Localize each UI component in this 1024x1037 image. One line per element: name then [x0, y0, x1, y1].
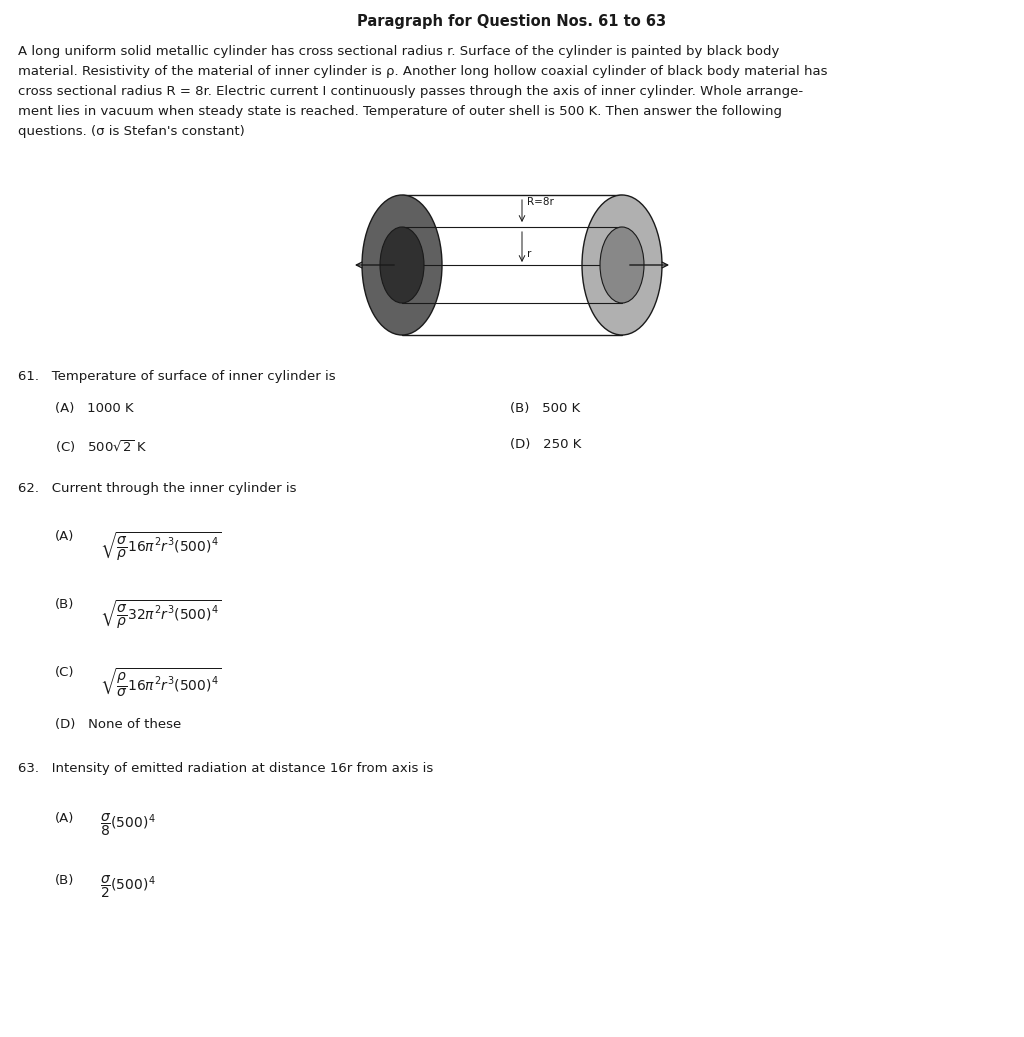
Text: (C): (C)	[55, 666, 75, 679]
Text: material. Resistivity of the material of inner cylinder is ρ. Another long hollo: material. Resistivity of the material of…	[18, 65, 827, 78]
Text: $\sqrt{\dfrac{\rho}{\sigma}16\pi^2r^3(500)^4}$: $\sqrt{\dfrac{\rho}{\sigma}16\pi^2r^3(50…	[100, 666, 221, 699]
Bar	[402, 195, 622, 335]
Text: (D)   None of these: (D) None of these	[55, 718, 181, 731]
Text: (B): (B)	[55, 874, 75, 887]
Text: questions. (σ is Stefan's constant): questions. (σ is Stefan's constant)	[18, 125, 245, 138]
Text: cross sectional radius R = 8r. Electric current I continuously passes through th: cross sectional radius R = 8r. Electric …	[18, 85, 803, 99]
Ellipse shape	[362, 195, 442, 335]
Text: 61.   Temperature of surface of inner cylinder is: 61. Temperature of surface of inner cyli…	[18, 370, 336, 383]
Ellipse shape	[600, 227, 644, 303]
Text: ment lies in vacuum when steady state is reached. Temperature of outer shell is : ment lies in vacuum when steady state is…	[18, 105, 782, 118]
Text: Paragraph for Question Nos. 61 to 63: Paragraph for Question Nos. 61 to 63	[357, 15, 667, 29]
Ellipse shape	[582, 195, 662, 335]
Text: (B): (B)	[55, 598, 75, 611]
Text: (C)   500$\sqrt{2}$ K: (C) 500$\sqrt{2}$ K	[55, 438, 147, 455]
Text: r: r	[527, 249, 531, 258]
Text: $\sqrt{\dfrac{\sigma}{\rho}16\pi^2r^3(500)^4}$: $\sqrt{\dfrac{\sigma}{\rho}16\pi^2r^3(50…	[100, 530, 221, 563]
Text: (B)   500 K: (B) 500 K	[510, 402, 581, 415]
Text: 63.   Intensity of emitted radiation at distance 16r from axis is: 63. Intensity of emitted radiation at di…	[18, 762, 433, 775]
Text: (A): (A)	[55, 530, 75, 543]
Text: (A): (A)	[55, 812, 75, 825]
Ellipse shape	[380, 227, 424, 303]
Text: (D)   250 K: (D) 250 K	[510, 438, 582, 451]
Bar	[402, 227, 622, 303]
Text: $\dfrac{\sigma}{8}(500)^4$: $\dfrac{\sigma}{8}(500)^4$	[100, 812, 156, 838]
Text: 62.   Current through the inner cylinder is: 62. Current through the inner cylinder i…	[18, 482, 297, 495]
Text: R=8r: R=8r	[527, 197, 554, 207]
Text: $\dfrac{\sigma}{2}(500)^4$: $\dfrac{\sigma}{2}(500)^4$	[100, 874, 156, 900]
Text: (A)   1000 K: (A) 1000 K	[55, 402, 133, 415]
Text: A long uniform solid metallic cylinder has cross sectional radius r. Surface of : A long uniform solid metallic cylinder h…	[18, 45, 779, 58]
Text: $\sqrt{\dfrac{\sigma}{\rho}32\pi^2r^3(500)^4}$: $\sqrt{\dfrac{\sigma}{\rho}32\pi^2r^3(50…	[100, 598, 221, 630]
